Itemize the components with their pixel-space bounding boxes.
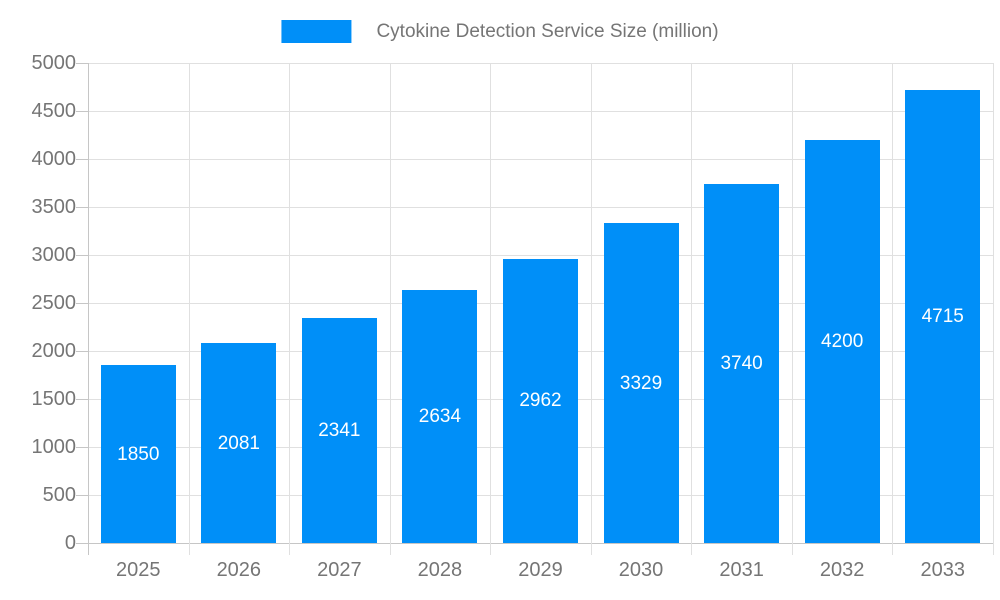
legend-label: Cytokine Detection Service Size (million… <box>376 20 719 42</box>
gridline-vertical <box>791 63 793 543</box>
x-axis-tick-label: 2028 <box>417 559 463 581</box>
gridline-horizontal <box>88 207 993 208</box>
bar: 3740 <box>704 183 780 543</box>
bar: 3329 <box>603 223 679 543</box>
y-axis-tick <box>76 447 88 448</box>
bar-value-label: 2341 <box>318 420 361 442</box>
y-axis-tick-label: 1500 <box>31 388 77 410</box>
gridline-horizontal <box>88 159 993 160</box>
y-axis-tick <box>76 255 88 256</box>
y-axis-tick <box>76 495 88 496</box>
bar-value-label: 2634 <box>418 406 462 428</box>
gridline-vertical <box>993 63 994 543</box>
x-axis-tick-label: 2030 <box>618 559 664 581</box>
x-axis-tick <box>993 543 994 555</box>
gridline-vertical <box>590 63 592 543</box>
bar-value-label: 4200 <box>821 330 864 352</box>
gridline-vertical <box>691 63 693 543</box>
bar-value-label: 3329 <box>619 372 663 394</box>
bar: 1850 <box>100 365 176 543</box>
x-axis-tick <box>490 543 492 555</box>
x-axis-tick-label: 2026 <box>216 559 262 581</box>
y-axis-tick-label: 4500 <box>31 100 77 122</box>
y-axis-tick-label: 3500 <box>31 196 77 218</box>
y-axis-tick-label: 500 <box>42 484 76 506</box>
x-axis-tick <box>289 543 291 555</box>
x-axis-tick-label: 2033 <box>920 559 965 581</box>
legend[interactable]: Cytokine Detection Service Size (million… <box>281 20 719 43</box>
x-axis-tick <box>188 543 190 555</box>
gridline-horizontal <box>88 111 993 112</box>
x-axis-tick <box>691 543 693 555</box>
gridline-vertical <box>389 63 391 543</box>
x-axis-tick <box>389 543 391 555</box>
y-axis-tick <box>76 399 88 400</box>
bar: 4715 <box>905 90 981 543</box>
y-axis-tick-label: 2500 <box>31 292 77 314</box>
bar-value-label: 2962 <box>519 390 562 412</box>
x-axis-tick <box>791 543 793 555</box>
x-axis-tick-label: 2027 <box>317 559 362 581</box>
y-axis-tick <box>76 207 88 208</box>
y-axis-tick <box>76 111 88 112</box>
gridline-vertical <box>892 63 894 543</box>
x-axis-tick <box>590 543 592 555</box>
gridline-horizontal <box>88 255 993 256</box>
y-axis-tick-label: 3000 <box>31 244 77 266</box>
plot-area: 1850 2081 2341 2634 2962 3329 3740 4200 4715 <box>76 63 994 555</box>
bar-value-label: 1850 <box>117 443 160 465</box>
y-axis-tick <box>76 159 88 160</box>
legend-swatch <box>281 20 352 43</box>
gridline-vertical <box>188 63 190 543</box>
y-axis-tick <box>76 543 88 544</box>
y-axis-line <box>88 63 89 555</box>
bar-value-label: 3740 <box>720 352 763 374</box>
bar: 2341 <box>301 318 377 543</box>
x-axis-tick-label: 2032 <box>819 559 865 581</box>
x-axis-tick-label: 2025 <box>116 559 161 581</box>
y-axis-tick <box>76 63 88 64</box>
bar: 2081 <box>201 343 277 543</box>
gridline-vertical <box>289 63 291 543</box>
y-axis-tick-label: 4000 <box>31 148 77 170</box>
x-axis-tick <box>892 543 894 555</box>
y-axis-tick <box>76 351 88 352</box>
bar-value-label: 2081 <box>217 432 260 454</box>
x-axis-line <box>88 543 993 544</box>
bar: 2634 <box>402 290 478 543</box>
y-axis-tick <box>76 303 88 304</box>
y-axis-tick-label: 2000 <box>31 340 77 362</box>
bar: 2962 <box>503 258 578 543</box>
y-axis-tick-label: 1000 <box>31 436 77 458</box>
bar-value-label: 4715 <box>921 306 964 328</box>
y-axis-tick-label: 5000 <box>31 52 77 74</box>
x-axis-tick-label: 2031 <box>719 559 764 581</box>
gridline-horizontal <box>88 63 993 64</box>
x-axis-tick-label: 2029 <box>518 559 563 581</box>
gridline-vertical <box>490 63 492 543</box>
bar: 4200 <box>804 139 880 543</box>
y-axis-tick-label: 0 <box>64 532 76 554</box>
